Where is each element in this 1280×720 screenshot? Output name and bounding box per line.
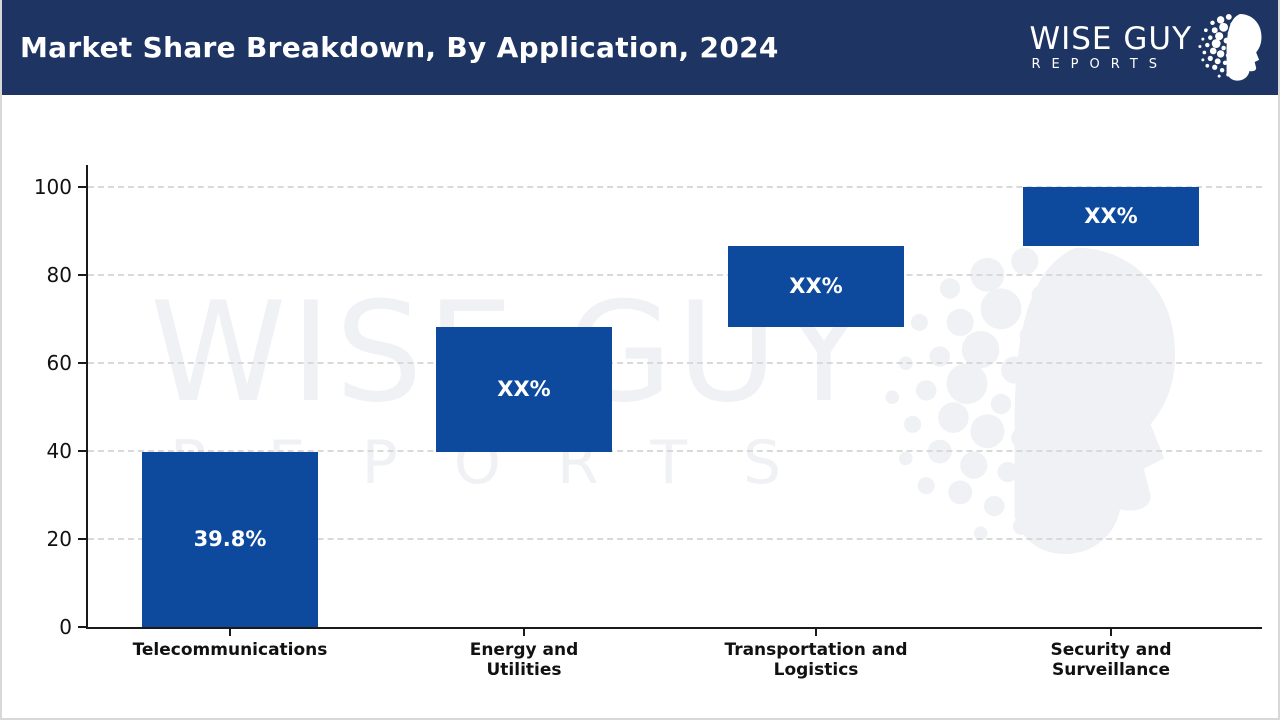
y-tick-label-60: 60 [46,351,72,375]
category-label: Transportation and Logistics [676,640,956,680]
y-tick-100 [78,186,86,188]
watermark-head-icon [885,247,1176,555]
x-tick-3 [1110,629,1112,636]
logo-wordmark: WISE GUY [1029,20,1192,57]
category-line: Transportation and [724,640,908,660]
category-line: Surveillance [1051,660,1170,680]
category-line: Security and [1050,640,1172,660]
category-label: Security and Surveillance [971,640,1251,680]
y-tick-label-20: 20 [46,527,72,551]
category-label: Telecommunications [90,640,370,660]
bar-telecommunications: 39.8% [142,451,318,627]
bar-transportation-and-logistics: XX% [728,245,904,327]
x-tick-0 [229,629,231,636]
page-title: Market Share Breakdown, By Application, … [20,31,779,64]
gridline-40 [88,450,1262,452]
y-tick-80 [78,274,86,276]
y-tick-label-80: 80 [46,263,72,287]
gridline-20 [88,538,1262,540]
wiseguy-head-icon [1198,13,1262,81]
y-tick-label-40: 40 [46,439,72,463]
y-tick-60 [78,362,86,364]
y-tick-20 [78,538,86,540]
y-axis [86,165,88,629]
category-line: Telecommunications [132,640,328,660]
y-tick-label-100: 100 [33,175,72,199]
y-tick-label-0: 0 [59,615,72,639]
bar-value-label: 39.8% [193,527,267,552]
y-tick-40 [78,450,86,452]
wiseguy-logo: WISE GUY REPORTS [1029,6,1268,90]
y-tick-0 [78,626,86,628]
gridline-60 [88,362,1262,364]
category-line: Energy and [469,640,579,660]
bar-value-label: XX% [789,274,843,299]
category-label: Energy and Utilities [384,640,664,680]
bar-security-and-surveillance: XX% [1023,187,1199,246]
category-line: Logistics [773,660,859,680]
x-tick-1 [523,629,525,636]
logo-text: WISE GUY REPORTS [1029,23,1192,73]
bar-value-label: XX% [1084,204,1138,229]
gridline-100 [88,186,1262,188]
bar-value-label: XX% [497,377,551,402]
gridline-80 [88,274,1262,276]
x-tick-2 [815,629,817,636]
header-bar: Market Share Breakdown, By Application, … [0,0,1280,95]
x-axis [86,627,1262,629]
category-line: Utilities [486,660,562,680]
logo-subtext: REPORTS [1031,57,1169,73]
bar-energy-and-utilities: XX% [436,326,612,452]
